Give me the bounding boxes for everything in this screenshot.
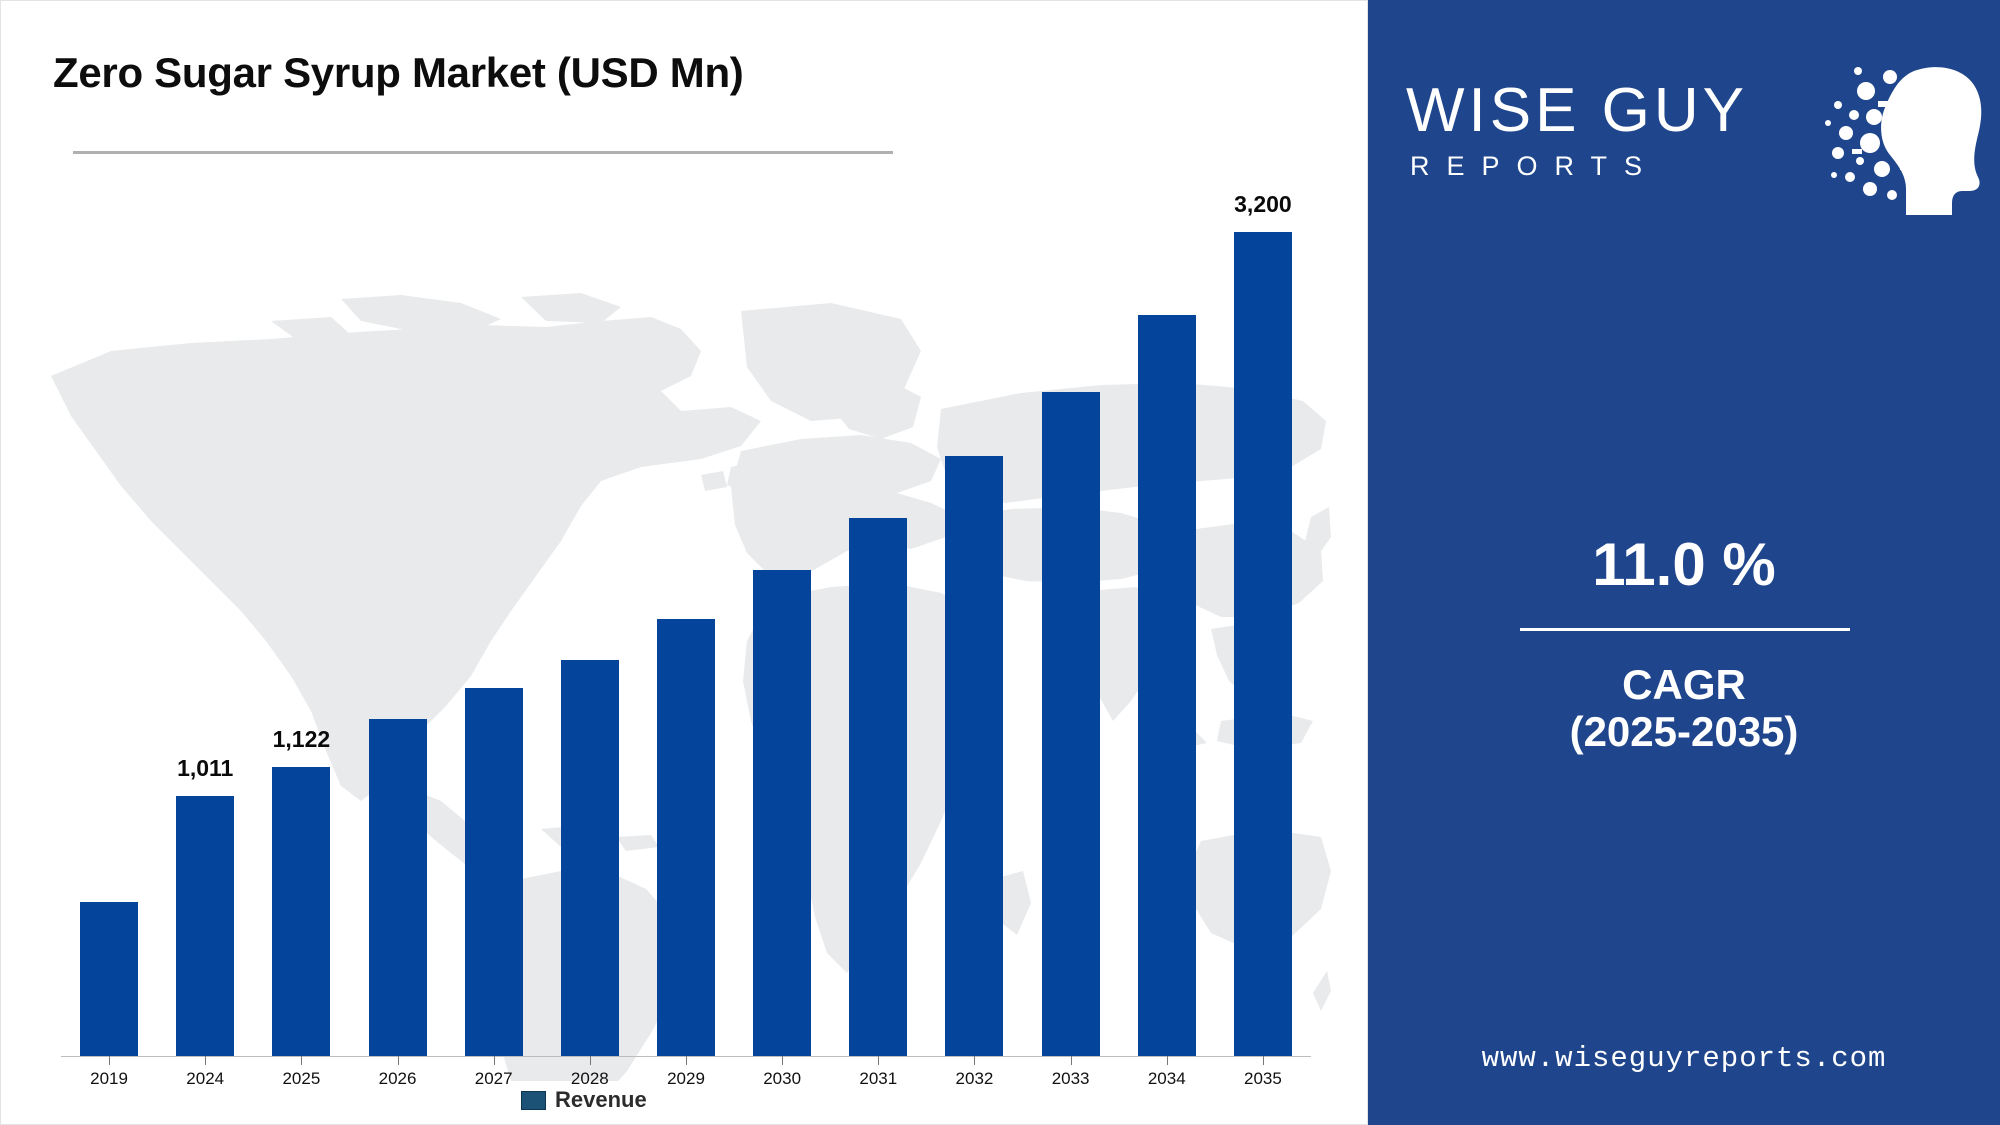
x-axis-label-2028: 2028 <box>570 1069 609 1088</box>
x-axis-label-2029: 2029 <box>667 1069 705 1088</box>
x-tick <box>301 1056 303 1065</box>
bar-column <box>1131 181 1203 1056</box>
head-profile-icon <box>1825 67 1982 215</box>
bar-2025 <box>272 767 331 1056</box>
chart-legend: Revenue <box>521 1087 647 1113</box>
x-tick <box>686 1056 687 1065</box>
bar-2031 <box>849 518 908 1056</box>
bar-column <box>1035 181 1107 1056</box>
bar-column <box>746 181 818 1056</box>
x-tick <box>974 1056 976 1065</box>
bar-value-label-2035: 3,200 <box>1234 191 1292 218</box>
legend-label-revenue: Revenue <box>555 1087 647 1112</box>
cagr-period: (2025-2035) <box>1569 708 1799 755</box>
bar-2032 <box>945 456 1004 1056</box>
legend-swatch-revenue <box>521 1090 546 1110</box>
bar-2024 <box>176 795 235 1056</box>
x-axis-label-2025: 2025 <box>282 1069 321 1088</box>
logo-subword-text: REPORTS <box>1410 151 1660 181</box>
x-tick <box>493 1056 495 1065</box>
bar-column <box>362 181 434 1056</box>
bar-2034 <box>1137 314 1196 1056</box>
bar-2035 <box>1233 232 1292 1056</box>
bar-value-label-2025: 1,122 <box>272 726 331 753</box>
x-axis-label-2030: 2030 <box>763 1069 802 1088</box>
x-axis-label-2019: 2019 <box>90 1069 128 1088</box>
x-axis-label-2024: 2024 <box>186 1069 225 1088</box>
bar-column <box>458 181 530 1056</box>
x-tick <box>109 1056 111 1065</box>
bar-column <box>73 181 145 1056</box>
x-axis-label-2026: 2026 <box>378 1069 417 1088</box>
brand-panel: WISE GUY REPORTS 11.0 % CAGR <box>1368 0 2000 1125</box>
page-title: Zero Sugar Syrup Market (USD Mn) <box>53 49 744 96</box>
x-axis-label-2032: 2032 <box>955 1069 994 1088</box>
bar-2026 <box>368 718 427 1056</box>
bar-column <box>938 181 1010 1056</box>
bar-2033 <box>1041 392 1100 1056</box>
bar-2029 <box>657 618 715 1056</box>
x-tick <box>782 1056 784 1065</box>
cagr-divider <box>1520 628 1850 631</box>
x-axis-label-2035: 2035 <box>1244 1069 1282 1088</box>
bar-column <box>650 181 722 1056</box>
x-axis-label-2034: 2034 <box>1147 1069 1186 1088</box>
bar-2027 <box>464 688 523 1056</box>
x-tick <box>1166 1056 1168 1065</box>
title-divider <box>73 151 893 154</box>
bar-column: 3,200 <box>1227 181 1299 1056</box>
plot-area: 1,011 1,122 3,200 <box>61 181 1311 1056</box>
bar-column: 1,122 <box>265 181 337 1056</box>
chart-panel: Zero Sugar Syrup Market (USD Mn) <box>0 0 1368 1125</box>
cagr-label: CAGR <box>1622 661 1746 708</box>
bar-2019 <box>80 901 139 1056</box>
bar-value-label-2024: 1,011 <box>177 754 234 781</box>
x-tick <box>589 1056 591 1065</box>
x-tick <box>1070 1056 1072 1065</box>
website-url: www.wiseguyreports.com <box>1481 1042 1887 1075</box>
x-axis-label-2031: 2031 <box>859 1069 898 1088</box>
x-axis-label-2033: 2033 <box>1051 1069 1090 1088</box>
bar-column <box>554 181 626 1056</box>
x-axis-label-2027: 2027 <box>474 1069 513 1088</box>
cagr-value: 11.0 % <box>1592 531 1776 598</box>
bar-column: 1,011 <box>169 181 241 1056</box>
bar-2028 <box>560 659 619 1056</box>
bar-2030 <box>753 569 812 1056</box>
x-tick <box>397 1056 399 1065</box>
x-tick <box>1262 1056 1264 1065</box>
wiseguy-logo: WISE GUY REPORTS <box>1368 55 2000 215</box>
logo-wordmark-text: WISE GUY <box>1406 76 1749 145</box>
x-tick <box>205 1056 207 1065</box>
bar-column <box>842 181 914 1056</box>
x-tick <box>878 1056 880 1065</box>
